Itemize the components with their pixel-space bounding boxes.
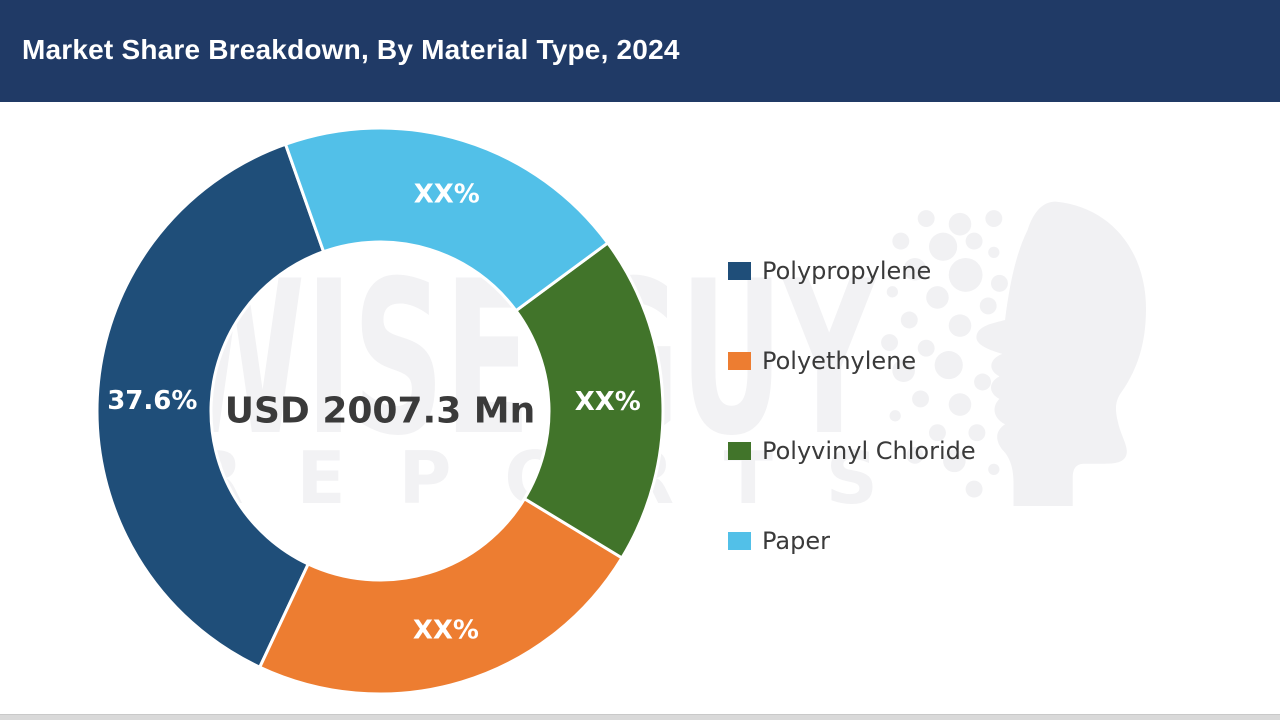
slice-label-polypropylene: 37.6% xyxy=(107,386,197,416)
legend-item-polyethylene: Polyethylene xyxy=(728,346,976,376)
footer-bar xyxy=(0,714,1280,720)
legend-swatch-polyvinyl-chloride xyxy=(728,442,751,460)
wise-guy-reports-logo: WISE GUY REPORTS xyxy=(1030,0,1280,102)
legend-label: Paper xyxy=(762,527,830,555)
legend-item-polyvinyl-chloride: Polyvinyl Chloride xyxy=(728,436,976,466)
legend-swatch-polypropylene xyxy=(728,262,751,280)
donut-slice-polyethylene xyxy=(258,497,624,696)
legend-label: Polyvinyl Chloride xyxy=(762,437,976,465)
donut-slice-polyvinyl-chloride xyxy=(514,241,665,560)
chart-center-value: USD 2007.3 Mn xyxy=(224,390,536,432)
donut-slice-polypropylene xyxy=(95,142,326,669)
chart-legend: Polypropylene Polyethylene Polyvinyl Chl… xyxy=(728,256,976,616)
slice-label-polyvinyl-chloride: XX% xyxy=(575,387,641,417)
header: Market Share Breakdown, By Material Type… xyxy=(0,0,1280,102)
page-title: Market Share Breakdown, By Material Type… xyxy=(22,34,680,65)
legend-item-paper: Paper xyxy=(728,526,976,556)
slice-label-paper: XX% xyxy=(414,179,480,209)
legend-item-polypropylene: Polypropylene xyxy=(728,256,976,286)
legend-label: Polyethylene xyxy=(762,347,917,375)
legend-swatch-paper xyxy=(728,532,751,550)
legend-label: Polypropylene xyxy=(762,257,932,285)
legend-swatch-polyethylene xyxy=(728,352,751,370)
slice-label-polyethylene: XX% xyxy=(413,616,479,646)
donut-slice-paper xyxy=(284,126,610,313)
donut-chart: 37.6% XX% XX% XX% xyxy=(95,126,665,696)
